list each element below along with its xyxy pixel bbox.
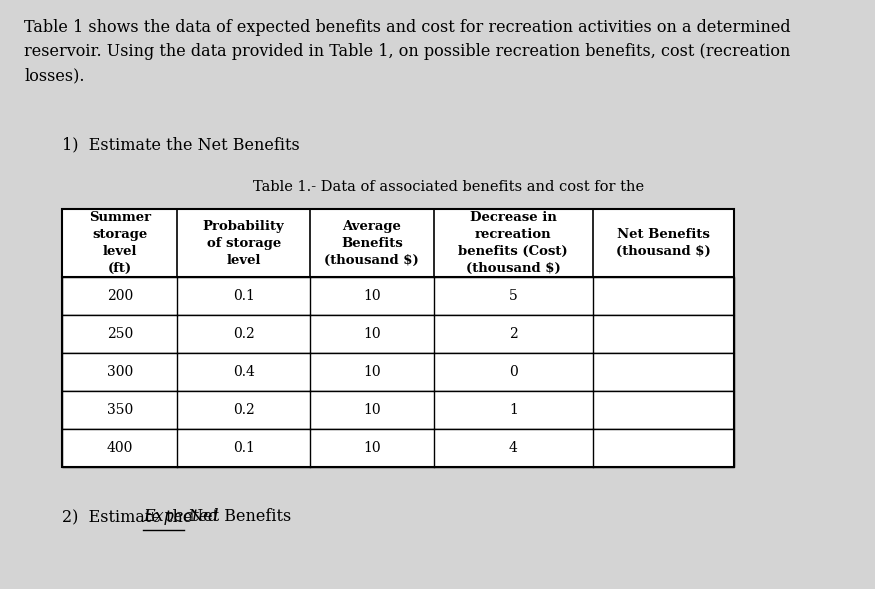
Text: 250: 250 bbox=[107, 327, 133, 341]
Bar bbox=[62, 210, 734, 277]
Text: 350: 350 bbox=[107, 403, 133, 417]
Text: 10: 10 bbox=[363, 365, 381, 379]
Text: 10: 10 bbox=[363, 289, 381, 303]
Text: 300: 300 bbox=[107, 365, 133, 379]
Text: 0.1: 0.1 bbox=[233, 289, 255, 303]
Text: 10: 10 bbox=[363, 403, 381, 417]
Text: Net Benefits: Net Benefits bbox=[185, 508, 291, 525]
Bar bbox=[62, 429, 734, 468]
Text: 1)  Estimate the Net Benefits: 1) Estimate the Net Benefits bbox=[62, 136, 300, 153]
Bar bbox=[62, 315, 734, 353]
Text: 10: 10 bbox=[363, 441, 381, 455]
Text: Net Benefits
(thousand $): Net Benefits (thousand $) bbox=[616, 228, 711, 258]
Text: Table 1.- Data of associated benefits and cost for the: Table 1.- Data of associated benefits an… bbox=[253, 180, 644, 194]
Text: 1: 1 bbox=[509, 403, 518, 417]
Text: 0.4: 0.4 bbox=[233, 365, 255, 379]
Text: Average
Benefits
(thousand $): Average Benefits (thousand $) bbox=[325, 220, 419, 267]
Bar bbox=[62, 210, 734, 468]
Text: 0: 0 bbox=[509, 365, 518, 379]
Bar bbox=[62, 391, 734, 429]
Text: Decrease in
recreation
benefits (Cost)
(thousand $): Decrease in recreation benefits (Cost) (… bbox=[458, 211, 568, 275]
Text: 5: 5 bbox=[509, 289, 518, 303]
Text: 0.1: 0.1 bbox=[233, 441, 255, 455]
Text: 2)  Estimate the: 2) Estimate the bbox=[62, 508, 198, 525]
Text: 2: 2 bbox=[509, 327, 518, 341]
Text: Table 1 shows the data of expected benefits and cost for recreation activities o: Table 1 shows the data of expected benef… bbox=[24, 19, 791, 84]
Text: 200: 200 bbox=[107, 289, 133, 303]
Text: Summer
storage
level
(ft): Summer storage level (ft) bbox=[89, 211, 151, 275]
Bar bbox=[62, 353, 734, 391]
Text: 0.2: 0.2 bbox=[233, 403, 255, 417]
Text: 400: 400 bbox=[107, 441, 133, 455]
Text: 10: 10 bbox=[363, 327, 381, 341]
Bar bbox=[62, 277, 734, 315]
Text: 0.2: 0.2 bbox=[233, 327, 255, 341]
Text: 4: 4 bbox=[509, 441, 518, 455]
Text: Expected: Expected bbox=[143, 508, 219, 525]
Text: Probability
of storage
level: Probability of storage level bbox=[203, 220, 284, 267]
